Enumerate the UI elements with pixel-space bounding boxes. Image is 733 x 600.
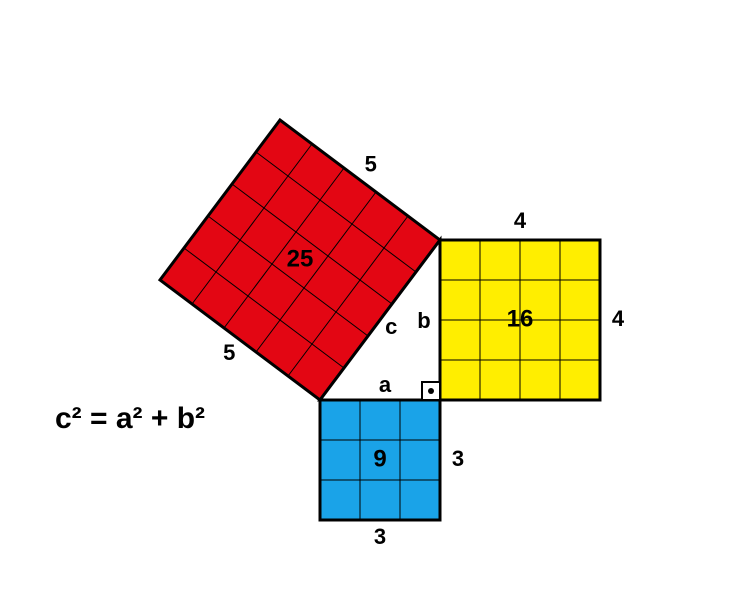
square-b-area-label: 16 (507, 305, 534, 332)
square-b-side-label-0: 4 (514, 208, 527, 233)
square-b: 16 (440, 240, 600, 400)
square-a-side-label-0: 3 (374, 524, 386, 549)
side-label-c: c (385, 314, 397, 339)
square-a-area-label: 9 (373, 445, 386, 472)
square-c-side-label-1: 5 (365, 151, 377, 176)
right-angle-dot (428, 388, 434, 394)
square-c-side-label-0: 5 (223, 340, 235, 365)
square-a: 9 (320, 400, 440, 520)
formula-text: c² = a² + b² (55, 402, 205, 435)
square-b-side-label-1: 4 (612, 306, 625, 331)
side-label-a: a (379, 372, 392, 397)
square-c-area-label: 25 (287, 245, 314, 272)
square-a-side-label-1: 3 (452, 446, 464, 471)
side-label-b: b (417, 308, 430, 333)
